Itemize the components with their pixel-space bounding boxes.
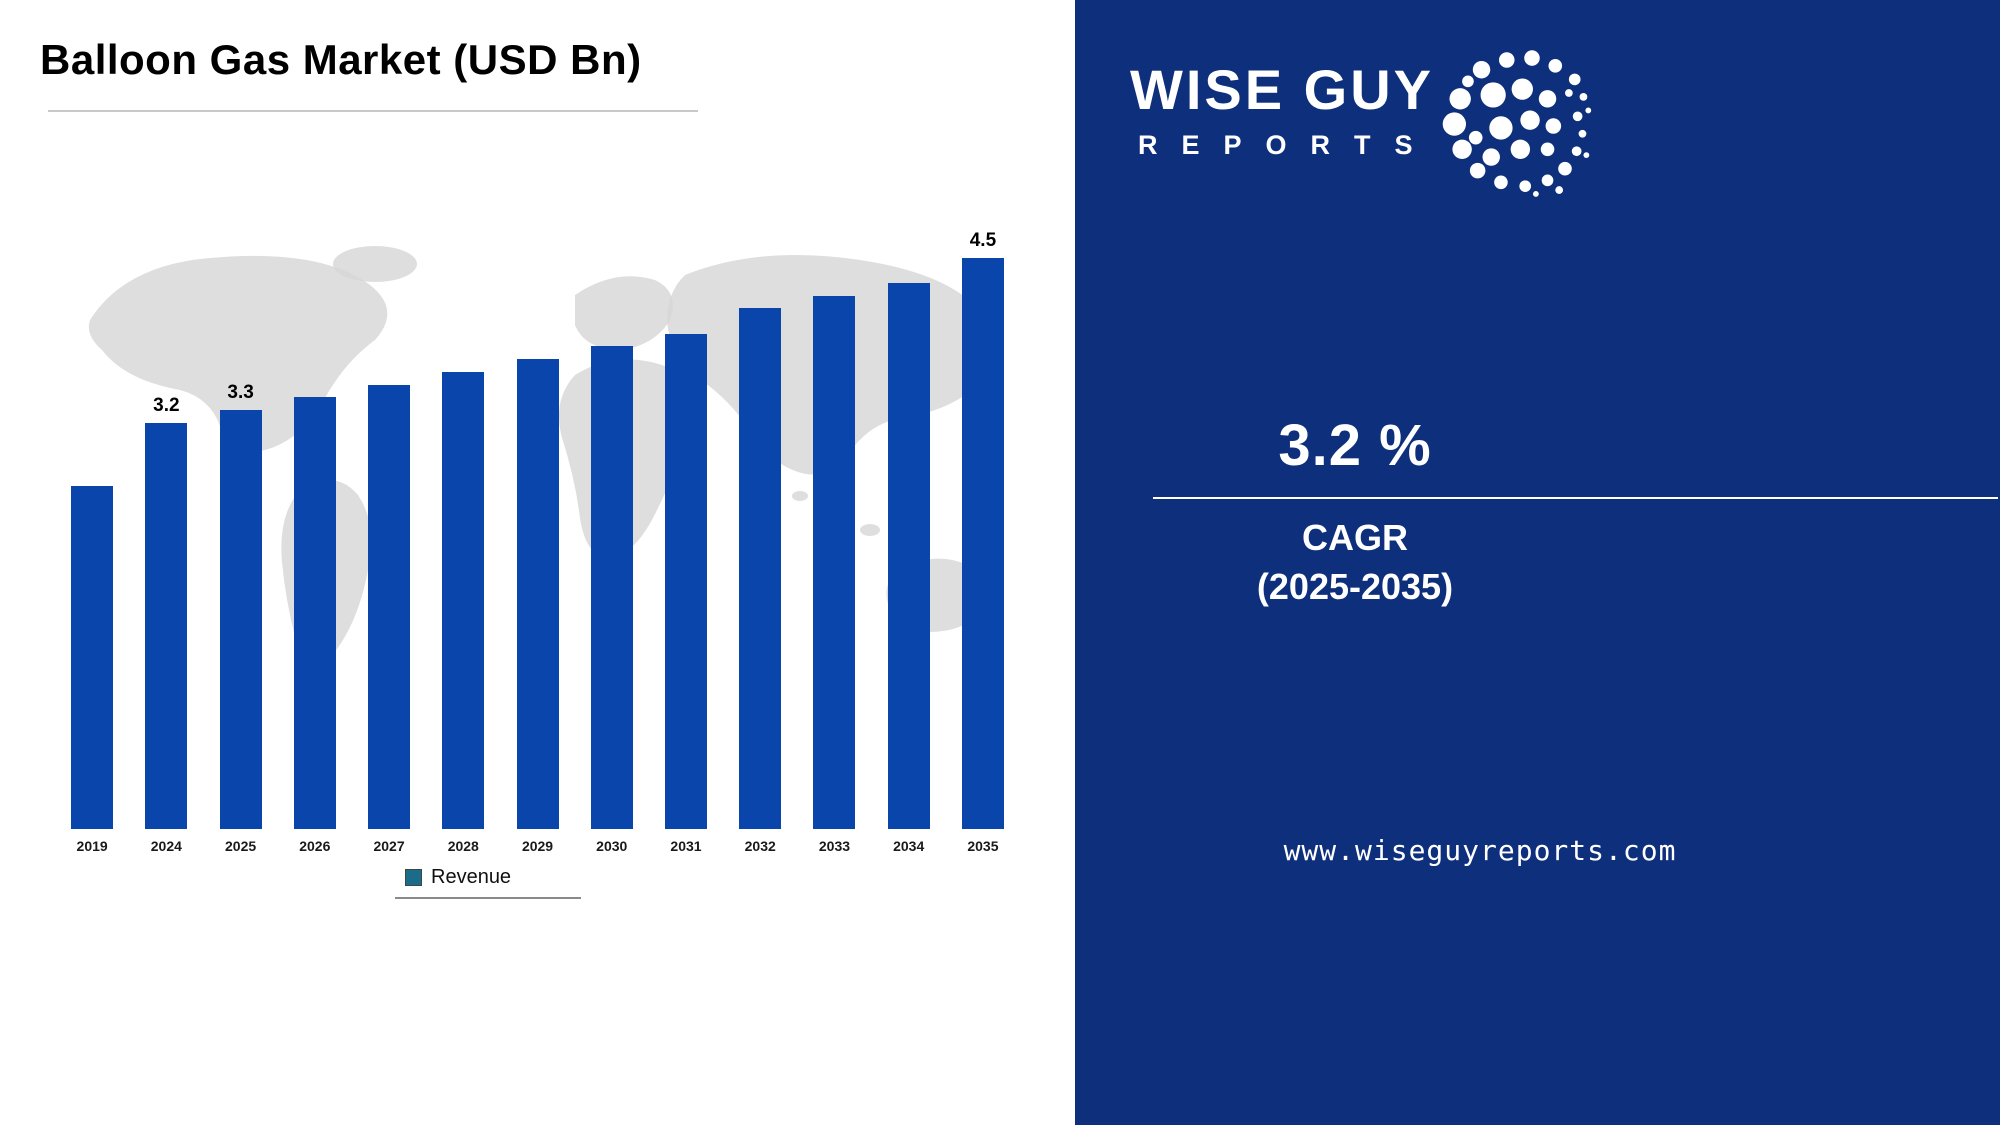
website-url: www.wiseguyreports.com <box>1283 834 1677 867</box>
bar-column: 2028 <box>426 215 500 855</box>
cagr-label: CAGR <box>1302 517 1408 558</box>
logo-text: WISE GUY REPORTS <box>1130 62 1437 161</box>
revenue-bar[interactable] <box>442 371 485 829</box>
cagr-value-block: 3.2 % <box>1075 412 1635 479</box>
bar-value-label: 3.3 <box>227 381 254 403</box>
bar-column: 2027 <box>352 215 426 855</box>
chart-legend[interactable]: Revenue <box>395 866 582 899</box>
x-axis-year-label: 2019 <box>76 838 108 854</box>
logo-wise-guy-text: WISE GUY <box>1130 58 1435 121</box>
x-axis-year-label: 2027 <box>373 838 405 854</box>
logo-reports-text: REPORTS <box>1138 130 1437 160</box>
chart-section: Balloon Gas Market (USD Bn) 2019 3.2 2024 3… <box>40 36 1020 899</box>
x-axis-year-label: 2033 <box>818 838 851 854</box>
revenue-bar[interactable] <box>219 409 262 829</box>
dotted-head-logo-icon <box>1442 50 1591 197</box>
revenue-bar[interactable] <box>145 422 188 829</box>
x-axis-year-label: 2029 <box>521 838 554 854</box>
revenue-bar[interactable] <box>293 397 336 829</box>
wise-guy-reports-logo: WISE GUY REPORTS <box>1130 50 1598 206</box>
revenue-bar[interactable] <box>739 308 782 829</box>
x-axis-year-label: 2025 <box>225 838 257 854</box>
x-axis-year-label: 2030 <box>596 838 628 854</box>
bar-value-label: 3.2 <box>153 394 180 416</box>
bar-column: 2034 <box>872 215 946 855</box>
cagr-label-block: CAGR (2025-2035) <box>1075 514 1635 611</box>
title-underline <box>48 110 698 112</box>
x-axis-year-label: 2028 <box>447 838 479 854</box>
sidebar: WISE GUY REPORTS <box>1075 0 2000 1125</box>
x-axis-year-label: 2035 <box>967 838 999 854</box>
revenue-bar[interactable] <box>887 282 930 829</box>
bar-column: 2031 <box>649 215 723 855</box>
revenue-bar[interactable] <box>664 333 707 829</box>
x-axis-year-label: 2032 <box>744 838 776 854</box>
x-axis-year-label: 2026 <box>299 838 331 854</box>
bar-column: 2030 <box>575 215 649 855</box>
x-axis-year-label: 2031 <box>670 838 702 854</box>
bar-column: 2019 <box>55 215 129 855</box>
revenue-bar[interactable] <box>368 384 411 829</box>
bar-column: 2032 <box>723 215 797 855</box>
cagr-period: (2025-2035) <box>1256 565 1454 607</box>
cagr-value: 3.2 % <box>1278 413 1432 478</box>
legend-label: Revenue <box>431 866 512 888</box>
bar-column: 3.2 2024 <box>129 215 203 855</box>
revenue-bar[interactable] <box>71 486 114 829</box>
x-axis-year-label: 2034 <box>893 838 925 854</box>
bar-value-label: 4.5 <box>969 229 997 251</box>
bar-column: 2026 <box>278 215 352 855</box>
revenue-bar[interactable] <box>516 359 559 829</box>
revenue-bar[interactable] <box>590 346 633 829</box>
bar-column: 4.5 2035 <box>946 215 1020 855</box>
legend-swatch <box>405 869 422 886</box>
x-axis-year-label: 2024 <box>150 838 182 854</box>
bar-column: 2029 <box>500 215 574 855</box>
bar-column: 2033 <box>797 215 871 855</box>
sidebar-divider <box>1153 497 1998 499</box>
chart-title: Balloon Gas Market (USD Bn) <box>40 36 642 83</box>
revenue-bar[interactable] <box>961 257 1004 829</box>
bar-column: 3.3 2025 <box>203 215 277 855</box>
bar-chart: 2019 3.2 2024 3.3 2025 2026 2027 2028 2029 2030 20… <box>55 215 1020 855</box>
revenue-bar[interactable] <box>813 295 856 829</box>
